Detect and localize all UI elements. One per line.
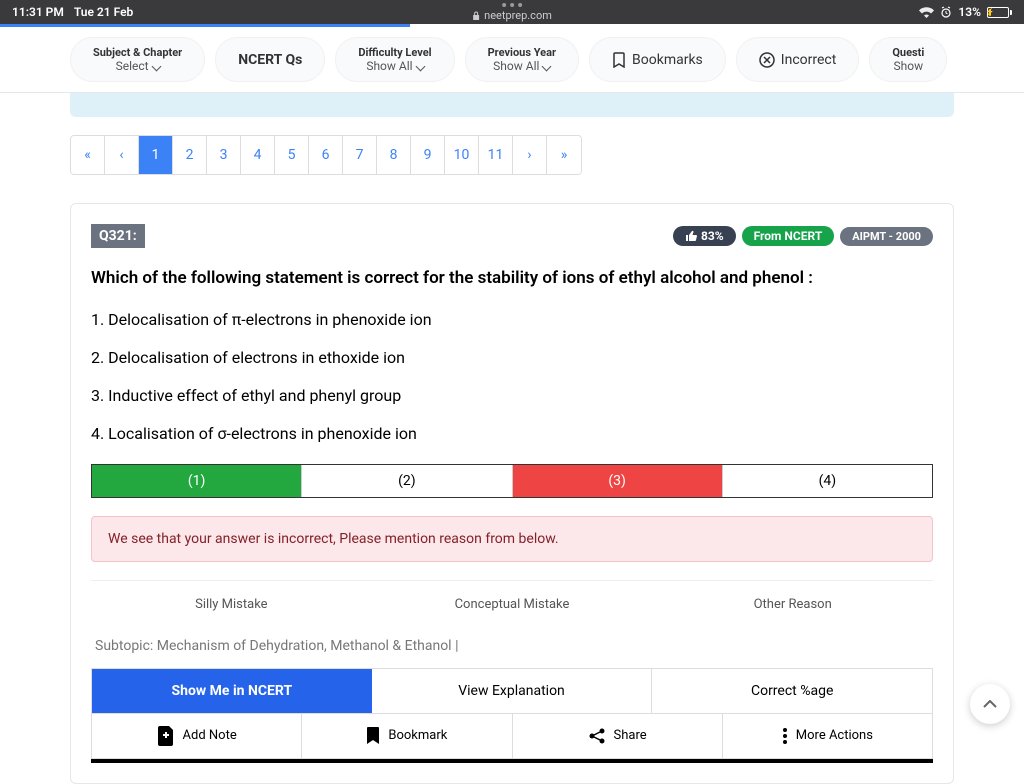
- share-icon: [588, 727, 606, 745]
- reason-conceptual-mistake[interactable]: Conceptual Mistake: [372, 581, 653, 628]
- page-load-progress: [0, 24, 1024, 27]
- browser-url: neetprep.com: [472, 9, 552, 22]
- page-6[interactable]: 6: [309, 136, 343, 174]
- option-4: 4. Localisation of σ-electrons in phenox…: [91, 422, 933, 446]
- page-last[interactable]: »: [547, 136, 581, 174]
- bottom-divider: [91, 759, 933, 763]
- info-strip: [70, 93, 954, 117]
- filter-incorrect[interactable]: Incorrect: [736, 37, 860, 82]
- chevron-down-icon: [417, 59, 424, 73]
- feedback-message: We see that your answer is incorrect, Pl…: [91, 516, 933, 562]
- option-1: 1. Delocalisation of π-electrons in phen…: [91, 308, 933, 332]
- incorrect-icon: [759, 52, 775, 68]
- answer-row: (1)(2)(3)(4): [91, 464, 933, 498]
- from-ncert-badge: From NCERT: [742, 226, 835, 246]
- page-first[interactable]: «: [71, 136, 105, 174]
- page-11[interactable]: 11: [479, 136, 513, 174]
- thumbs-up-icon: [685, 230, 697, 242]
- bookmark-icon: [612, 52, 626, 68]
- filter-difficulty[interactable]: Difficulty Level Show All: [335, 37, 454, 82]
- more-actions-button[interactable]: More Actions: [723, 714, 932, 758]
- filter-ncert-qs[interactable]: NCERT Qs: [215, 37, 325, 82]
- add-note-button[interactable]: Add Note: [92, 714, 302, 758]
- answer-choice-4[interactable]: (4): [723, 465, 932, 497]
- answer-choice-2[interactable]: (2): [302, 465, 512, 497]
- filter-subject-chapter[interactable]: Subject & Chapter Select: [70, 37, 205, 82]
- battery-icon: ⚡: [987, 7, 1012, 18]
- page-5[interactable]: 5: [275, 136, 309, 174]
- share-button[interactable]: Share: [513, 714, 723, 758]
- chevron-up-icon: [983, 700, 997, 708]
- page-1[interactable]: 1: [139, 136, 173, 174]
- reason-silly-mistake[interactable]: Silly Mistake: [91, 581, 372, 628]
- chevron-down-icon: [543, 59, 550, 73]
- scroll-top-fab[interactable]: [970, 684, 1010, 724]
- alarm-icon: [940, 6, 952, 18]
- page-next[interactable]: ›: [513, 136, 547, 174]
- option-3: 3. Inductive effect of ethyl and phenyl …: [91, 384, 933, 408]
- question-card: Q321: 83% From NCERT AIPMT - 2000 Which …: [70, 203, 954, 784]
- filter-previous-year[interactable]: Previous Year Show All: [465, 37, 579, 82]
- question-text: Which of the following statement is corr…: [91, 266, 933, 292]
- page-9[interactable]: 9: [411, 136, 445, 174]
- page-prev[interactable]: ‹: [105, 136, 139, 174]
- primary-action-row: Show Me in NCERT View Explanation Correc…: [91, 668, 933, 714]
- note-icon: [157, 726, 175, 746]
- option-2: 2. Delocalisation of electrons in ethoxi…: [91, 346, 933, 370]
- wifi-icon: [919, 7, 934, 18]
- bookmark-button[interactable]: Bookmark: [302, 714, 512, 758]
- page-8[interactable]: 8: [377, 136, 411, 174]
- tab-dots: [502, 3, 522, 7]
- subtopic-text: Subtopic: Mechanism of Dehydration, Meth…: [91, 638, 933, 654]
- filter-questions[interactable]: Questi Show: [869, 37, 947, 82]
- pagination: «‹1234567891011›»: [70, 135, 582, 175]
- chevron-down-icon: [153, 59, 160, 73]
- secondary-action-row: Add Note Bookmark Share More Actions: [91, 714, 933, 759]
- page-4[interactable]: 4: [241, 136, 275, 174]
- answer-choice-3[interactable]: (3): [513, 465, 723, 497]
- battery-pct: 13%: [958, 5, 981, 19]
- view-explanation-button[interactable]: View Explanation: [372, 669, 653, 713]
- reason-other[interactable]: Other Reason: [652, 581, 933, 628]
- page-10[interactable]: 10: [445, 136, 479, 174]
- reason-row: Silly Mistake Conceptual Mistake Other R…: [91, 580, 933, 628]
- answer-choice-1[interactable]: (1): [92, 465, 302, 497]
- exam-badge: AIPMT - 2000: [840, 227, 933, 246]
- status-time: 11:31 PM: [12, 5, 64, 19]
- correct-pct-button[interactable]: Correct %age: [652, 669, 932, 713]
- page-2[interactable]: 2: [173, 136, 207, 174]
- question-number: Q321:: [91, 224, 145, 248]
- bookmark-icon: [366, 727, 380, 745]
- page-7[interactable]: 7: [343, 136, 377, 174]
- ipad-status-bar: 11:31 PM Tue 21 Feb neetprep.com 13% ⚡: [0, 0, 1024, 24]
- filter-bookmarks[interactable]: Bookmarks: [589, 37, 726, 82]
- lock-icon: [472, 11, 480, 20]
- upvote-badge[interactable]: 83%: [673, 226, 736, 246]
- page-3[interactable]: 3: [207, 136, 241, 174]
- more-icon: [782, 727, 788, 745]
- show-in-ncert-button[interactable]: Show Me in NCERT: [92, 669, 372, 713]
- filter-bar: Subject & Chapter Select NCERT Qs Diffic…: [0, 27, 1024, 93]
- status-date: Tue 21 Feb: [74, 5, 133, 19]
